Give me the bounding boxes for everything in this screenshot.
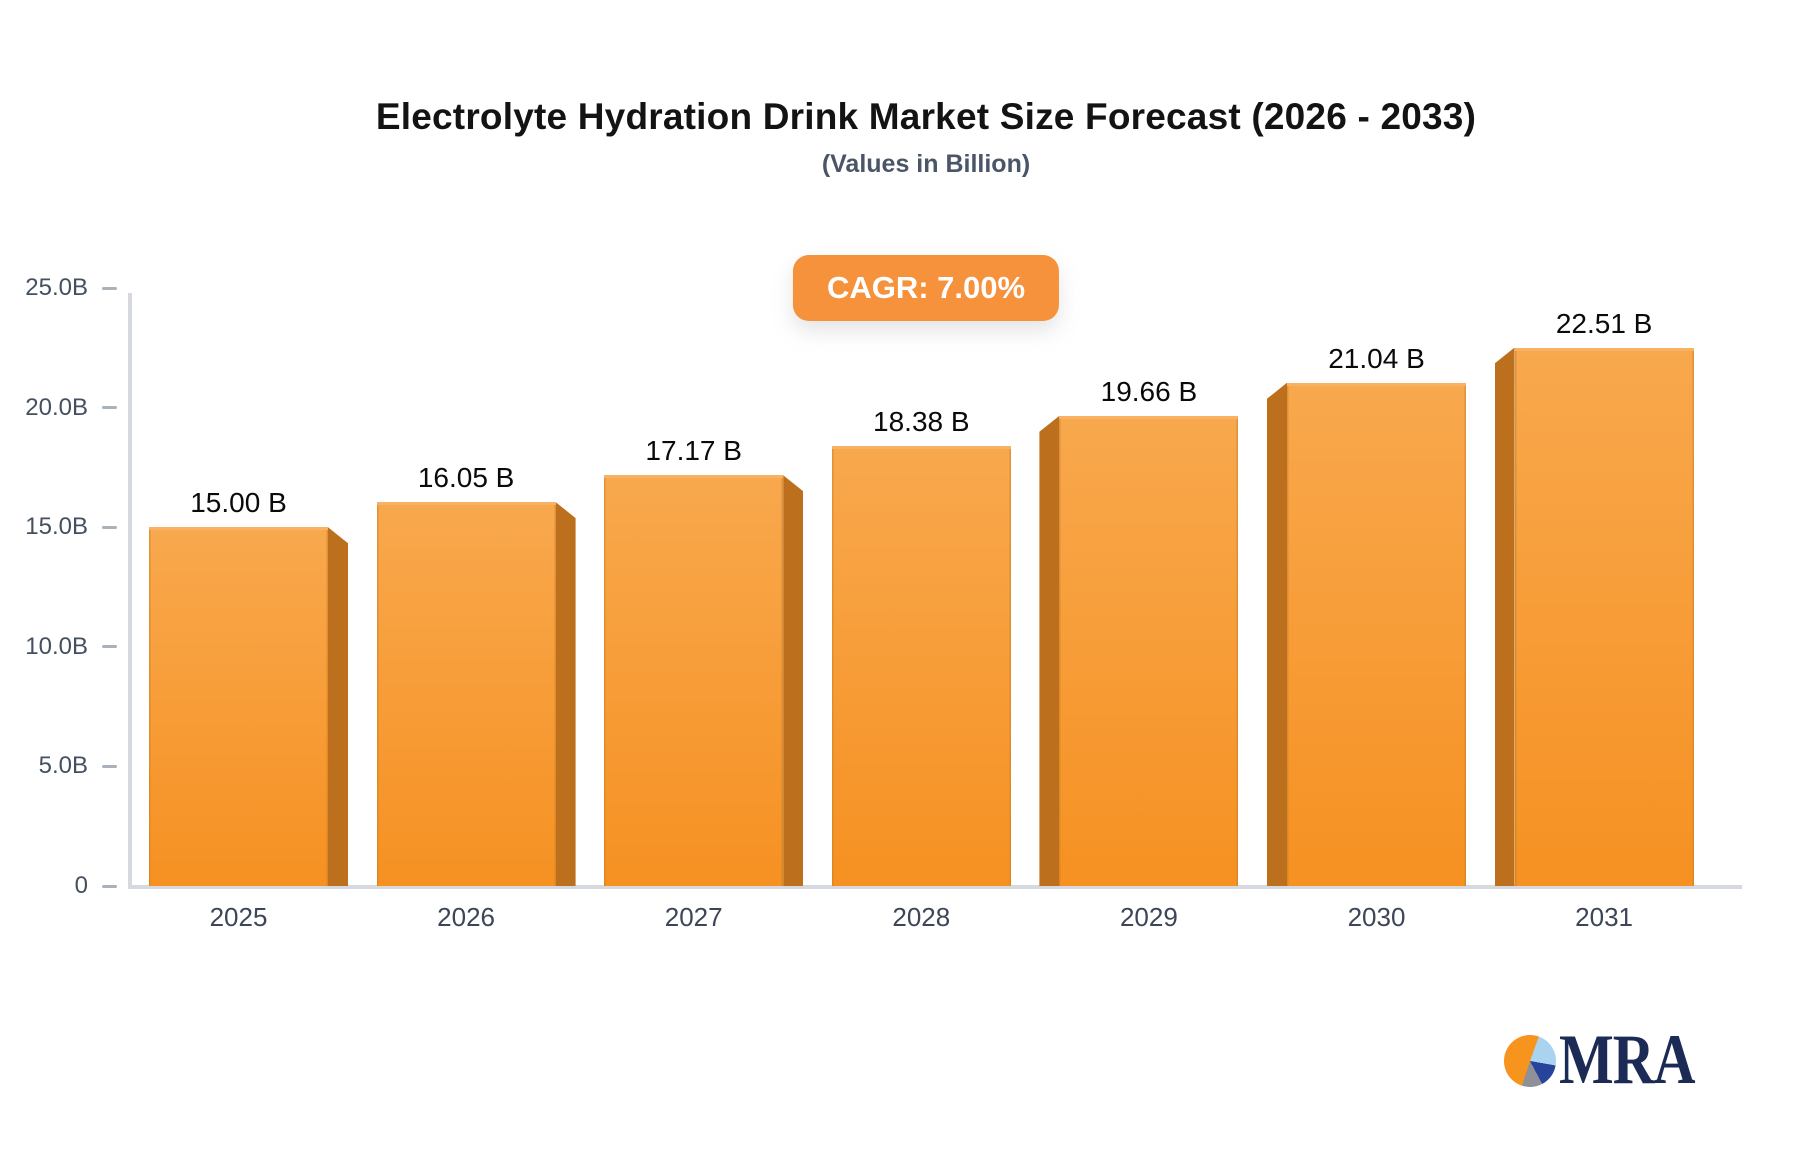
y-axis-line <box>128 293 132 889</box>
y-axis-tick-mark <box>102 286 117 290</box>
y-axis-tick-mark <box>102 884 117 888</box>
bar <box>831 446 1011 886</box>
bar <box>149 527 328 886</box>
bar-side-face <box>1267 382 1287 886</box>
bar <box>1287 382 1466 886</box>
pie-chart-logo-icon <box>1504 1035 1556 1087</box>
x-axis-label: 2031 <box>1575 902 1634 932</box>
x-axis-label: 2029 <box>1119 902 1178 932</box>
bar-value-label: 16.05 B <box>417 462 515 494</box>
bar-value-label: 17.17 B <box>645 435 742 467</box>
y-axis-tick-mark <box>102 406 117 410</box>
x-axis-label: 2027 <box>664 902 723 932</box>
bar <box>1514 347 1694 886</box>
bar-side-face <box>555 502 576 886</box>
bar-side-face <box>1494 347 1515 886</box>
x-axis-label: 2030 <box>1347 902 1406 932</box>
chart-subtitle: (Values in Billion) <box>821 150 1031 178</box>
bar-value-label: 22.51 B <box>1555 307 1653 339</box>
y-axis-tick-label: 10.0B <box>25 632 88 660</box>
bar-value-label: 15.00 B <box>190 487 287 519</box>
bar-side-face <box>783 475 804 886</box>
cagr-badge: CAGR: 7.00% <box>792 255 1060 321</box>
y-axis-tick-label: 5.0B <box>38 752 88 780</box>
y-axis-tick-mark <box>102 645 117 649</box>
y-axis-tick-mark <box>102 525 117 529</box>
y-axis-tick-mark <box>102 764 117 768</box>
bar <box>376 502 556 886</box>
brand-logo: MRA <box>1504 1024 1696 1094</box>
bar-side-face <box>328 527 348 886</box>
chart-title: Electrolyte Hydration Drink Market Size … <box>375 96 1477 137</box>
y-axis-tick-label: 15.0B <box>25 513 88 541</box>
bar-value-label: 18.38 B <box>873 406 970 438</box>
y-axis-tick-label: 25.0B <box>25 274 88 301</box>
x-axis-label: 2025 <box>209 902 268 932</box>
bar-value-label: 19.66 B <box>1100 375 1198 407</box>
y-axis-tick-label: 0 <box>74 872 88 899</box>
bar-value-label: 21.04 B <box>1328 342 1425 374</box>
bar-side-face <box>1039 415 1060 886</box>
bar <box>1059 415 1239 886</box>
x-axis-label: 2028 <box>892 902 951 932</box>
bar <box>604 475 784 886</box>
y-axis-tick-label: 20.0B <box>25 393 88 421</box>
x-axis-line <box>128 885 1742 889</box>
logo-text: MRA <box>1559 1019 1696 1099</box>
x-axis-label: 2026 <box>437 902 496 932</box>
